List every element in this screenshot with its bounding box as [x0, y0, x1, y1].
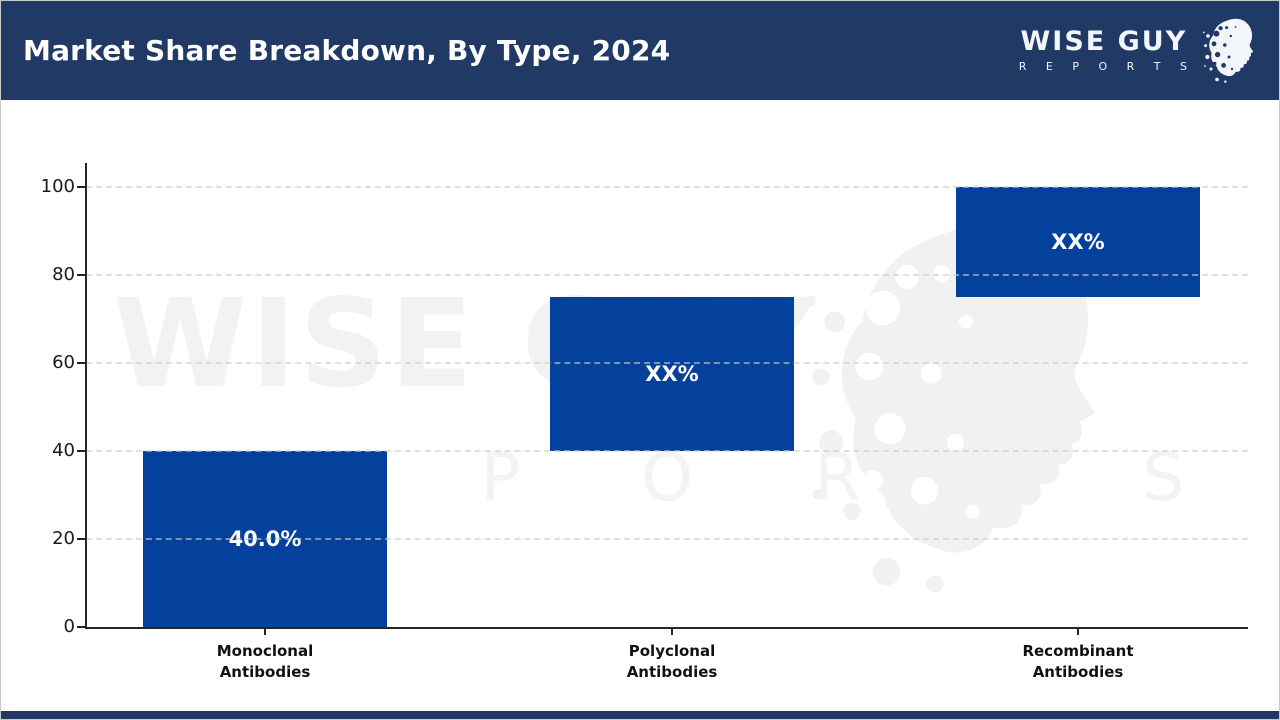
x-tick-mark-3: [1077, 629, 1079, 635]
x-category-label-recombinant: Recombinant Antibodies: [958, 641, 1198, 683]
x-category-label-polyclonal: Polyclonal Antibodies: [552, 641, 792, 683]
y-tick-mark-100: [77, 186, 85, 188]
gridline-20: [86, 538, 1248, 540]
y-tick-mark-20: [77, 538, 85, 540]
x-axis-line: [85, 627, 1248, 629]
y-tick-label-0: 0: [63, 616, 75, 637]
y-tick-label-40: 40: [52, 440, 75, 461]
y-tick-mark-60: [77, 362, 85, 364]
gridline-40: [86, 450, 1248, 452]
bar-value-label: XX%: [645, 362, 699, 386]
watermark-face: [805, 222, 1096, 593]
y-tick-label-80: 80: [52, 264, 75, 285]
category-line1: Recombinant: [1022, 642, 1134, 660]
logo-name: WISE GUY: [1020, 26, 1188, 57]
y-tick-label-60: 60: [52, 352, 75, 373]
y-tick-label-100: 100: [40, 176, 75, 197]
category-line2: Antibodies: [219, 663, 311, 681]
wiseguy-face-icon: [1202, 18, 1254, 83]
gridline-100: [86, 186, 1248, 188]
y-tick-mark-0: [77, 626, 85, 628]
x-category-label-monoclonal: Monoclonal Antibodies: [145, 641, 385, 683]
x-tick-mark-1: [264, 629, 266, 635]
y-tick-mark-40: [77, 450, 85, 452]
page-title: Market Share Breakdown, By Type, 2024: [23, 34, 671, 67]
category-line1: Monoclonal: [216, 642, 314, 660]
gridline-60: [86, 362, 1248, 364]
bar-value-label: XX%: [1051, 230, 1105, 254]
header-bar: Market Share Breakdown, By Type, 2024 WI…: [1, 1, 1279, 100]
wiseguy-logo: WISE GUY R E P O R T S: [1013, 14, 1259, 88]
category-line2: Antibodies: [1032, 663, 1124, 681]
bar-polyclonal-antibodies: XX%: [550, 297, 794, 451]
category-line2: Antibodies: [626, 663, 718, 681]
y-tick-mark-80: [77, 274, 85, 276]
logo-subtitle: R E P O R T S: [1018, 60, 1195, 73]
bar-recombinant-antibodies: XX%: [956, 187, 1200, 297]
x-tick-mark-2: [671, 629, 673, 635]
category-line1: Polyclonal: [628, 642, 716, 660]
gridline-80: [86, 274, 1248, 276]
y-axis-line: [85, 163, 87, 629]
logo-text: WISE GUY R E P O R T S: [1013, 28, 1195, 73]
y-tick-label-20: 20: [52, 528, 75, 549]
footer-bar: [1, 711, 1279, 719]
